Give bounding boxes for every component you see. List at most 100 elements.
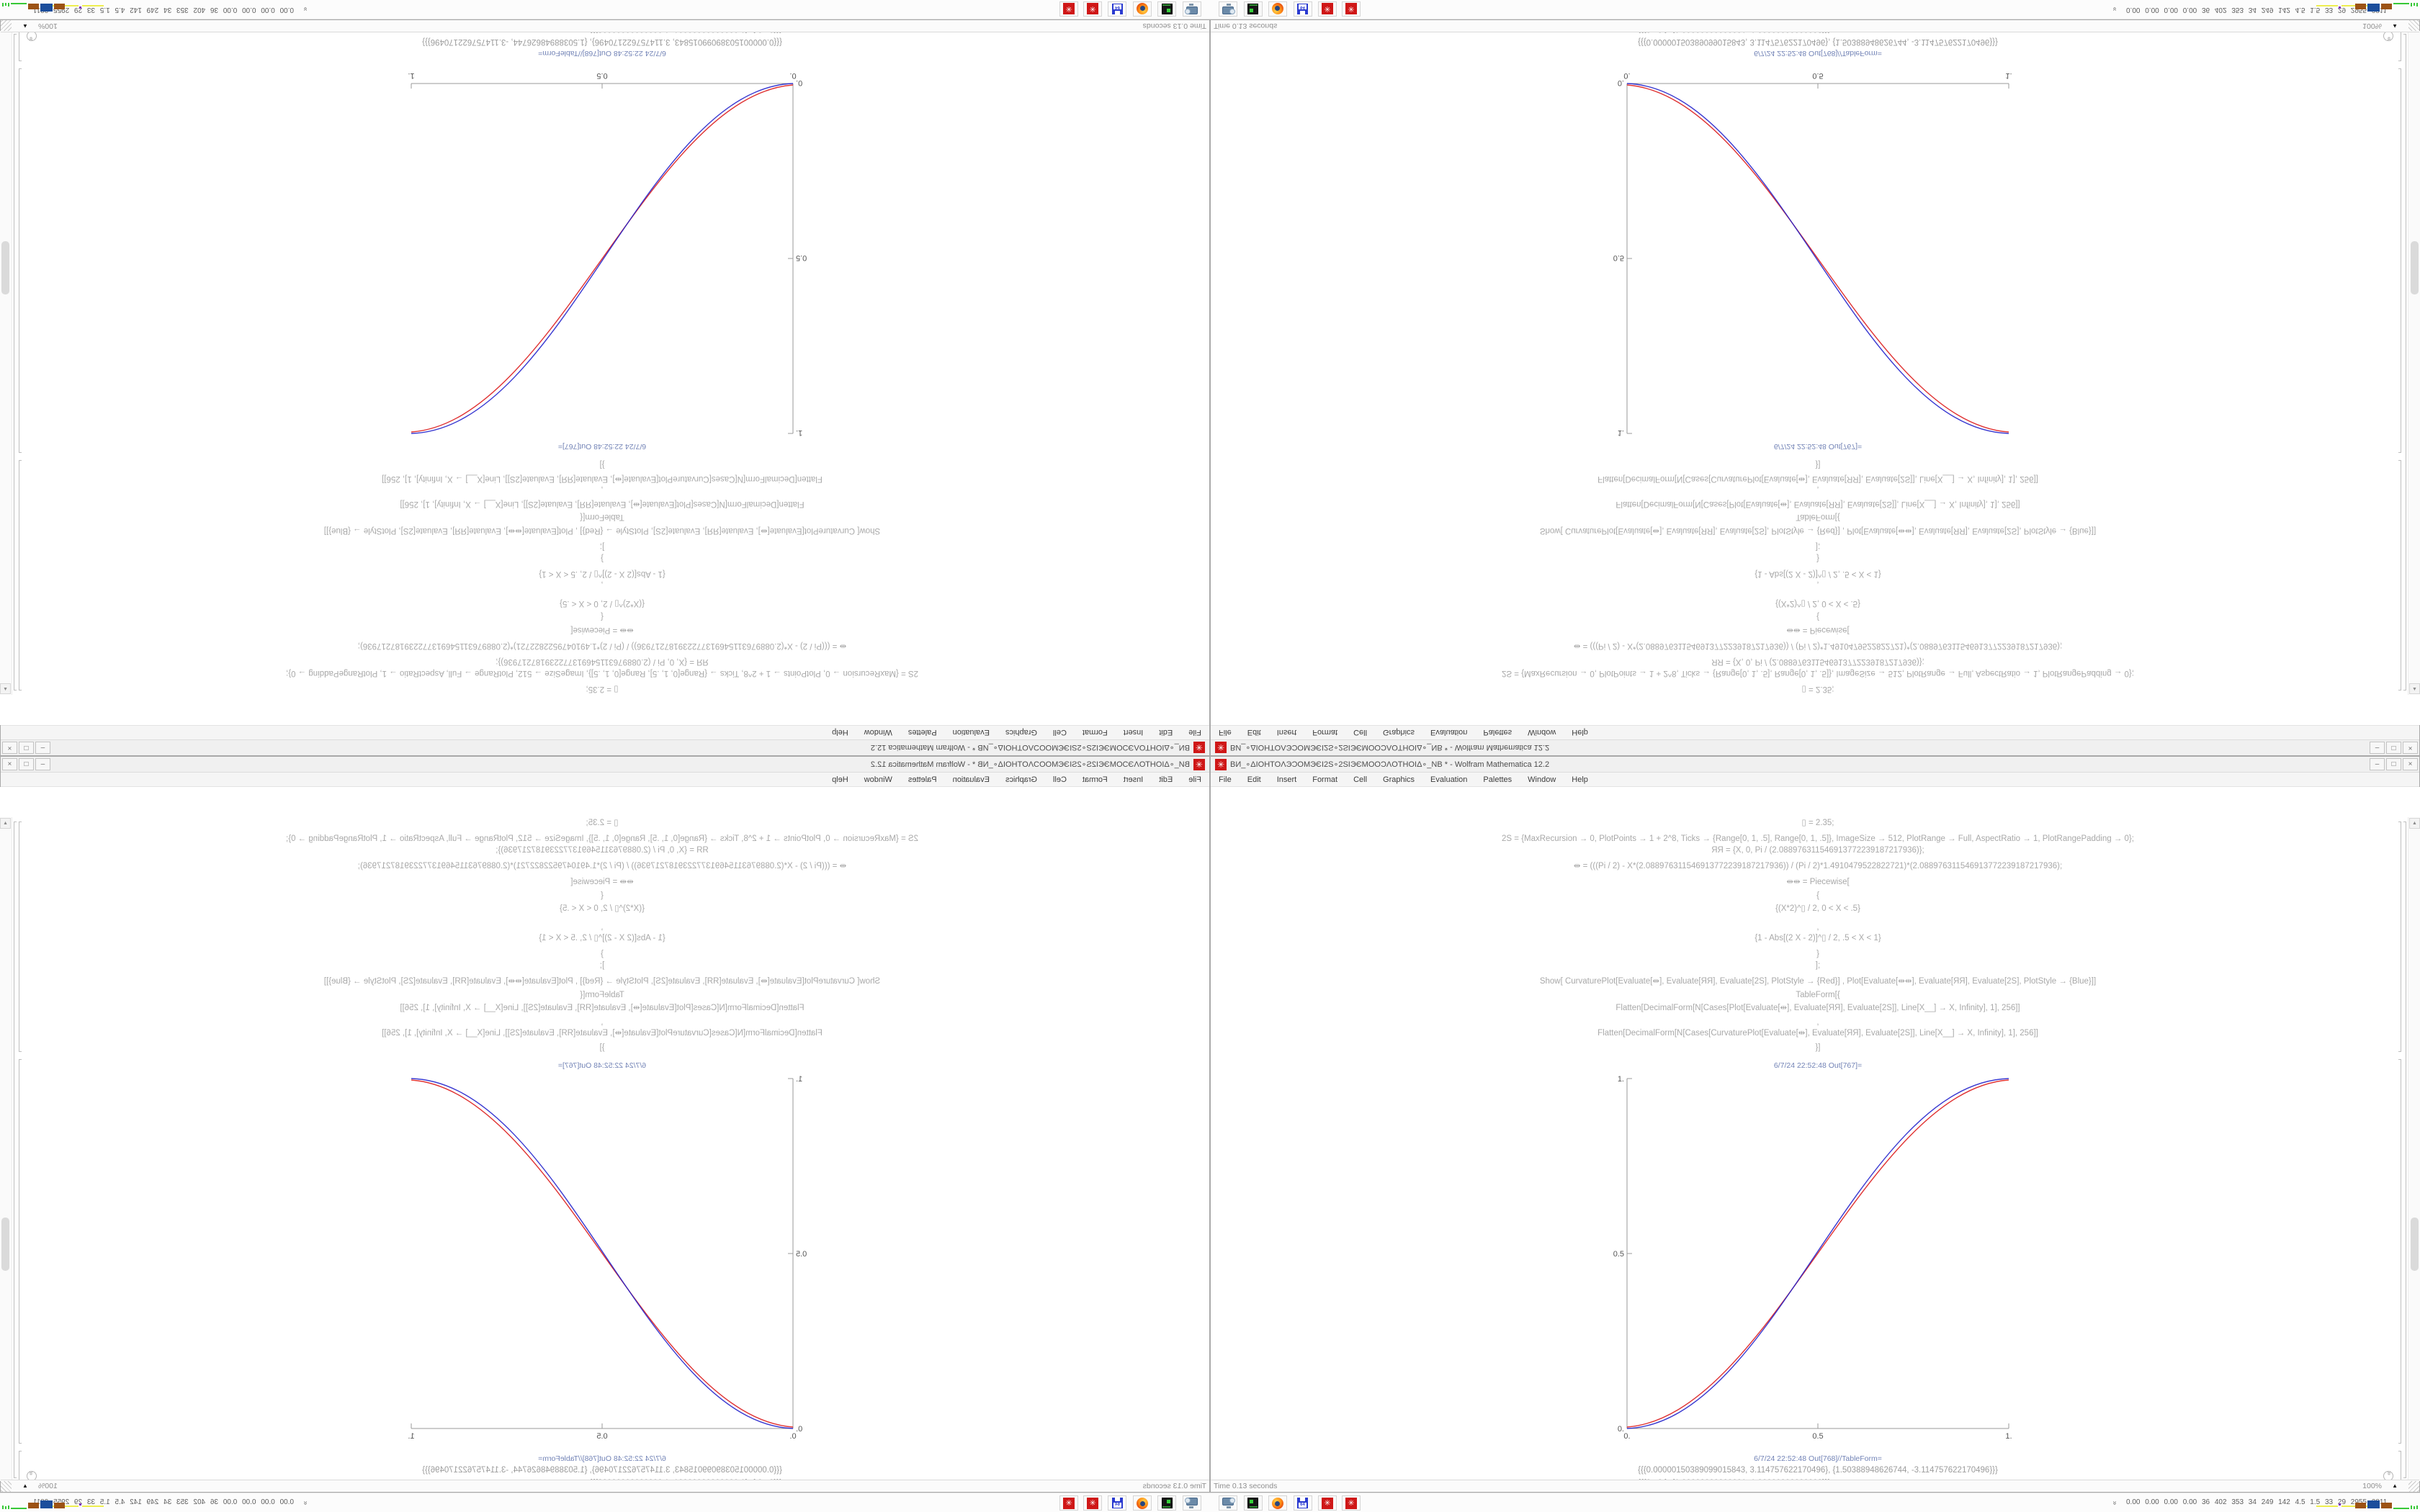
title-bar[interactable]: ✳ ВИ_∘ΔIOHTOΛЭƆOMЭЄI2S∘2SIЭЄMOOƆΛOTHOIΔ∘… (1, 757, 1209, 773)
menu-graphics[interactable]: Graphics (1383, 775, 1415, 784)
minimize-button[interactable]: – (2370, 758, 2385, 770)
vertical-scrollbar[interactable]: ▲ (2408, 31, 2420, 695)
input-code-line[interactable]: Flatten[DecimalForm[N[Cases[Plot[Evaluat… (1615, 1004, 2020, 1012)
menu-cell[interactable]: Cell (1052, 728, 1067, 737)
menu-format[interactable]: Format (1312, 775, 1338, 784)
input-code-line[interactable]: { (1816, 891, 1819, 900)
menu-edit[interactable]: Edit (1159, 775, 1173, 784)
menu-evaluation[interactable]: Evaluation (952, 728, 990, 737)
input-code-line[interactable]: Flatten[DecimalForm[N[Cases[CurvaturePlo… (1597, 474, 2038, 483)
input-code-line[interactable]: 2S = {MaxRecursion → 0, PlotPoints → 1 +… (1502, 834, 2134, 843)
input-code-line[interactable]: , (1816, 485, 1819, 494)
taskbar-disk-utility-icon[interactable] (1157, 1, 1176, 17)
menu-file[interactable]: File (1219, 775, 1232, 784)
input-code-line[interactable]: ]; (599, 542, 605, 551)
menu-file[interactable]: File (1219, 728, 1232, 737)
input-code-line[interactable]: ⇹⇹ = Piecewise[ (1786, 626, 1850, 634)
title-bar[interactable]: ✳ ВИ_∘ΔIOHTOΛЭƆOMЭЄI2S∘2SIЭЄMOOƆΛOTHOIΔ∘… (1, 739, 1209, 755)
maximize-button[interactable]: □ (19, 742, 34, 754)
menu-cell[interactable]: Cell (1353, 775, 1368, 784)
menu-palettes[interactable]: Palettes (908, 775, 937, 784)
scrollbar-thumb[interactable] (1, 1218, 9, 1271)
input-code-line[interactable]: TableForm[{ (580, 513, 624, 521)
vertical-scrollbar[interactable]: ▲ (0, 817, 12, 1481)
taskbar-floppy64-icon[interactable]: 64 (1108, 1, 1126, 17)
zoom-menu-arrow[interactable]: ▲ (22, 1482, 28, 1489)
taskbar-display-settings-icon[interactable] (1183, 1, 1201, 17)
input-code-line[interactable]: TableForm[{ (1796, 991, 1840, 999)
input-code-line[interactable]: , (601, 1018, 604, 1027)
minimize-button[interactable]: – (35, 758, 50, 770)
input-code-line[interactable]: Flatten[DecimalForm[N[Cases[CurvaturePlo… (382, 1029, 823, 1038)
input-code-line[interactable]: ▯ = 2.35; (1801, 819, 1834, 827)
input-code-line[interactable]: ЯЯ = {X, 0, Pi / (2.08897631154691377223… (496, 657, 709, 666)
menu-insert[interactable]: Insert (1276, 775, 1297, 784)
menu-edit[interactable]: Edit (1247, 775, 1261, 784)
input-code-line[interactable]: { (1816, 612, 1819, 621)
input-code-line[interactable]: {(X*2)^▯ / 2, 0 < X < .5} (1775, 599, 1860, 608)
input-code-line[interactable]: , (1816, 923, 1819, 932)
menu-window[interactable]: Window (864, 728, 892, 737)
taskbar-mathematica-icon[interactable]: ✳ (1342, 1, 1361, 17)
tray-expand-chevron-icon[interactable]: « (301, 6, 310, 12)
input-code-line[interactable]: }] (599, 1043, 605, 1052)
input-code-line[interactable]: Flatten[DecimalForm[N[Cases[Plot[Evaluat… (1615, 500, 2020, 508)
scroll-up-arrow[interactable]: ▲ (0, 818, 11, 829)
scroll-up-arrow[interactable]: ▲ (2409, 818, 2420, 829)
input-code-line[interactable]: ЯЯ = {X, 0, Pi / (2.08897631154691377223… (1711, 846, 1924, 855)
input-code-line[interactable]: Show[ CurvaturePlot[Evaluate[⇹], Evaluat… (323, 526, 881, 535)
input-code-line[interactable]: 2S = {MaxRecursion → 0, PlotPoints → 1 +… (1502, 669, 2134, 678)
input-code-line[interactable]: {(X*2)^▯ / 2, 0 < X < .5} (560, 599, 645, 608)
taskbar-display-settings-icon[interactable] (1219, 1, 1237, 17)
zoom-menu-arrow[interactable]: ▲ (2392, 1482, 2398, 1489)
taskbar-disk-utility-icon[interactable] (1244, 1, 1263, 17)
menu-help[interactable]: Help (832, 728, 848, 737)
taskbar-mathematica-icon[interactable]: ✳ (1059, 1, 1078, 17)
input-code-line[interactable]: ⇹ = (((Pi / 2) - X*(2.088976311546913772… (357, 642, 847, 650)
input-code-line[interactable]: , (601, 485, 604, 494)
minimize-button[interactable]: – (2370, 742, 2385, 754)
collapse-cell-icon[interactable]: » (27, 31, 37, 41)
resize-grip[interactable] (1, 20, 12, 31)
zoom-level[interactable]: 100% (38, 1482, 58, 1490)
input-code-line[interactable]: Flatten[DecimalForm[N[Cases[Plot[Evaluat… (400, 1004, 805, 1012)
input-code-line[interactable]: Flatten[DecimalForm[N[Cases[Plot[Evaluat… (400, 500, 805, 508)
input-code-line[interactable]: ⇹⇹ = Piecewise[ (570, 626, 634, 634)
input-code-line[interactable]: , (1816, 580, 1819, 589)
tray-expand-chevron-icon[interactable]: « (2110, 6, 2119, 12)
taskbar-mathematica-icon[interactable]: ✳ (1059, 1495, 1078, 1511)
menu-help[interactable]: Help (1572, 775, 1588, 784)
taskbar-firefox-icon[interactable] (1133, 1, 1152, 17)
menu-evaluation[interactable]: Evaluation (952, 775, 990, 784)
scrollbar-thumb[interactable] (2411, 1218, 2419, 1271)
input-code-line[interactable]: {1 - Abs[(2 X - 2)]^▯ / 2, .5 < X < 1} (539, 934, 666, 942)
tray-expand-chevron-icon[interactable]: « (301, 1500, 310, 1506)
input-code-line[interactable]: {(X*2)^▯ / 2, 0 < X < .5} (560, 904, 645, 913)
taskbar-display-settings-icon[interactable] (1183, 1495, 1201, 1511)
menu-evaluation[interactable]: Evaluation (1430, 775, 1468, 784)
taskbar-mathematica-icon[interactable]: ✳ (1318, 1495, 1337, 1511)
input-code-line[interactable]: TableForm[{ (580, 991, 624, 999)
resize-grip[interactable] (2408, 20, 2419, 31)
input-code-line[interactable]: , (601, 580, 604, 589)
resize-grip[interactable] (2408, 1481, 2419, 1492)
input-code-line[interactable]: } (1816, 950, 1819, 958)
scrollbar-thumb[interactable] (2411, 241, 2419, 294)
menu-insert[interactable]: Insert (1123, 775, 1144, 784)
menu-graphics[interactable]: Graphics (1383, 728, 1415, 737)
zoom-level[interactable]: 100% (2362, 22, 2382, 30)
maximize-button[interactable]: □ (19, 758, 34, 770)
input-code-line[interactable]: 2S = {MaxRecursion → 0, PlotPoints → 1 +… (286, 834, 918, 843)
scrollbar-thumb[interactable] (1, 241, 9, 294)
taskbar-firefox-icon[interactable] (1268, 1495, 1287, 1511)
menu-window[interactable]: Window (1528, 728, 1556, 737)
vertical-scrollbar[interactable]: ▲ (2408, 817, 2420, 1481)
zoom-menu-arrow[interactable]: ▲ (2392, 23, 2398, 30)
taskbar-mathematica-icon[interactable]: ✳ (1342, 1495, 1361, 1511)
menu-cell[interactable]: Cell (1353, 728, 1368, 737)
taskbar-floppy64-icon[interactable]: 64 (1294, 1, 1312, 17)
input-code-line[interactable]: ⇹ = (((Pi / 2) - X*(2.088976311546913772… (1573, 862, 2063, 870)
menu-palettes[interactable]: Palettes (908, 728, 937, 737)
input-code-line[interactable]: { (601, 891, 604, 900)
input-code-line[interactable]: , (1816, 1018, 1819, 1027)
